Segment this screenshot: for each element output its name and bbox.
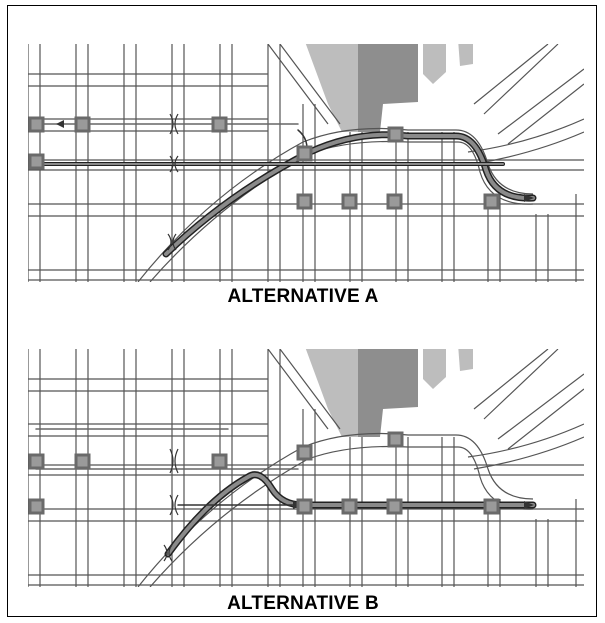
square-station-icon xyxy=(28,431,500,515)
square-station-icon xyxy=(28,116,500,210)
bridge-marks xyxy=(163,448,179,562)
park-area xyxy=(305,44,473,132)
route-alternative-b xyxy=(35,428,537,558)
route-alternative-a xyxy=(34,123,537,258)
caption-alternative-b: ALTERNATIVE B xyxy=(227,593,379,614)
caption-alternative-a: ALTERNATIVE A xyxy=(227,286,379,307)
street-grid xyxy=(28,44,584,282)
map-panel-alternative-b xyxy=(28,349,584,587)
map-panel-alternative-a xyxy=(28,44,584,282)
park-area xyxy=(305,349,473,437)
bridge-marks xyxy=(167,113,179,251)
figure-frame: ALTERNATIVE A xyxy=(7,5,597,617)
street-grid xyxy=(28,349,584,587)
